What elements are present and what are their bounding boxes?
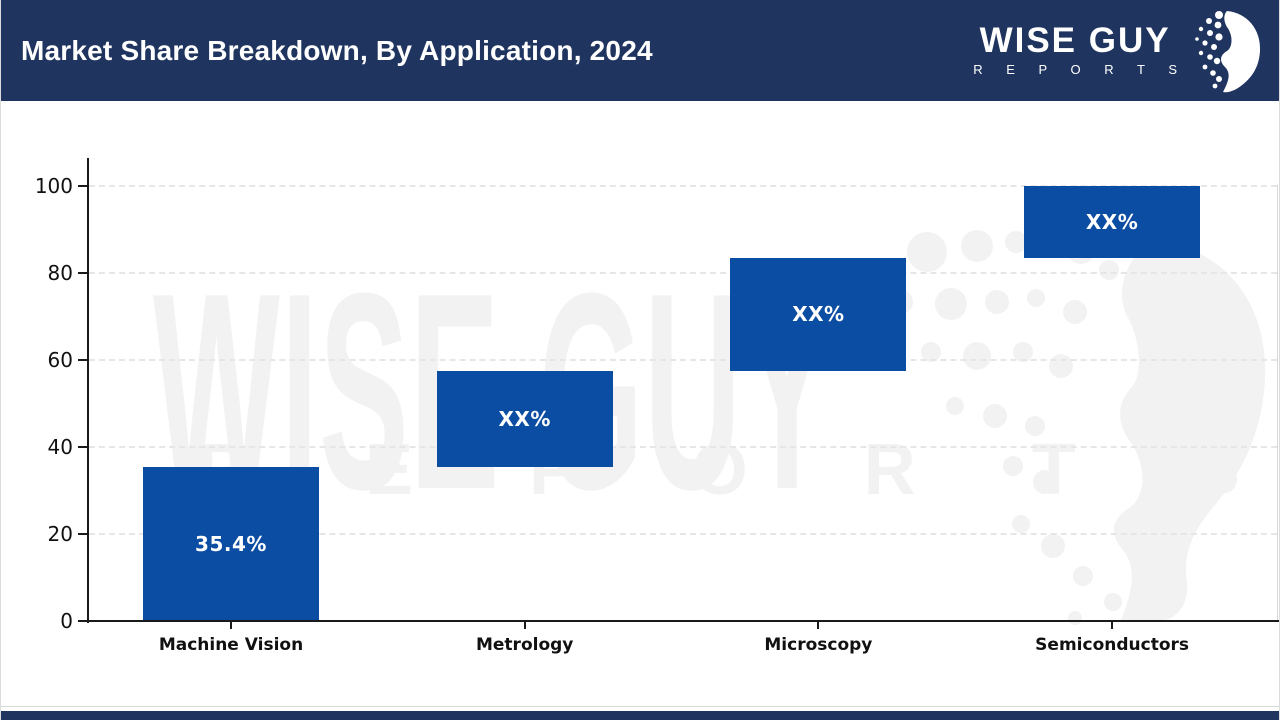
watermark-sub-text: R E P O R T S [197,430,1280,510]
bar-microscopy: XX% [730,257,907,372]
x-axis-category-label: Microscopy [764,635,873,655]
logo-sub-text: R E P O R T S [973,62,1187,78]
x-axis-category-label: Machine Vision [158,635,304,655]
y-axis-tick-100 [78,185,87,188]
y-axis-tick-label-100: 100 [34,174,73,199]
gridline-60 [89,359,1277,362]
bar-value-label: XX% [1085,210,1139,235]
bottom-divider-line [1,706,1279,707]
bar-metrology: XX% [436,371,613,468]
y-axis-tick-label-40: 40 [47,435,73,460]
bar-machine-vision: 35.4% [143,467,319,621]
bar-value-label: XX% [498,407,551,432]
bar-semiconductors: XX% [1024,186,1201,258]
y-axis-tick-label-20: 20 [47,522,73,547]
wiseguy-face-logo-icon [1195,10,1261,92]
plot-right-edge [1277,185,1278,621]
y-axis-tick-label-80: 80 [47,261,73,286]
y-axis-spine [87,158,89,623]
y-axis-tick-label-60: 60 [47,348,73,373]
y-axis-tick-20 [78,533,87,536]
logo-name-text: WISE GUY [979,21,1171,61]
y-axis-tick-0 [78,620,87,622]
chart-title: Market Share Breakdown, By Application, … [21,34,653,66]
y-axis-tick-40 [78,446,87,449]
x-axis-tick-1 [523,622,526,629]
x-axis-tick-3 [1111,622,1114,629]
x-axis-spine [87,620,1279,622]
y-axis-tick-60 [78,359,87,362]
gridline-20 [89,533,1277,536]
gridline-100 [89,185,1277,188]
x-axis-category-label: Metrology [475,635,574,655]
x-axis-category-label: Semiconductors [1035,635,1190,655]
plot-area: 0 20 40 60 80 100 35.4% Machine Vision XX% Metrol… [1,101,1279,712]
footer-bar [1,711,1279,720]
y-axis-tick-80 [78,272,87,275]
gridline-40 [89,446,1277,449]
wiseguy-logo-text: WISE GUY R E P O R T S [963,21,1187,78]
y-axis-tick-label-0: 0 [60,609,73,633]
x-axis-tick-2 [817,622,820,629]
bar-value-label: 35.4% [195,532,267,557]
bar-value-label: XX% [792,302,845,327]
gridline-80 [89,272,1277,275]
x-axis-tick-0 [230,622,232,629]
header-bar: Market Share Breakdown, By Application, … [1,0,1279,101]
wiseguy-logo: WISE GUY R E P O R T S [963,9,1263,93]
